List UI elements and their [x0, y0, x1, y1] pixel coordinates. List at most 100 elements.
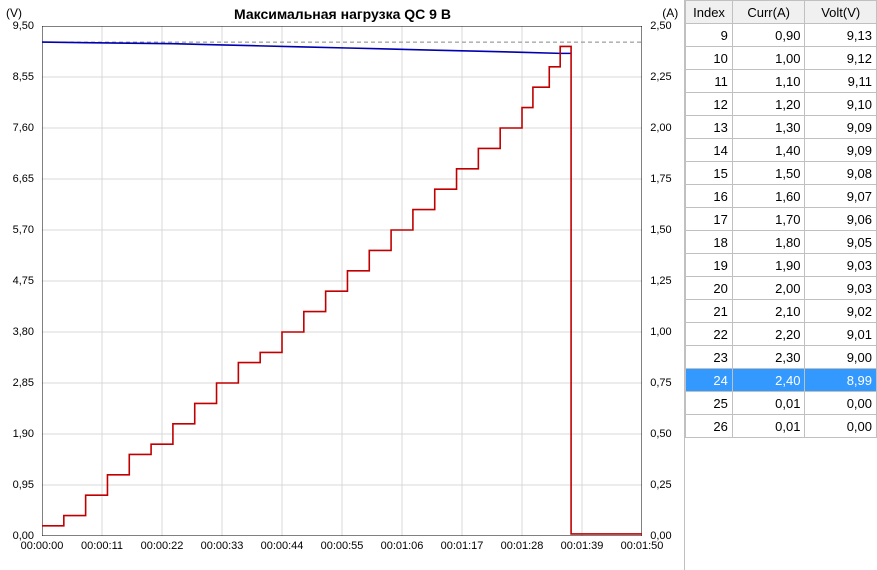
chart-svg [42, 26, 642, 536]
cell-current: 2,30 [732, 346, 805, 369]
cell-index: 15 [686, 162, 733, 185]
table-row[interactable]: 151,509,08 [686, 162, 877, 185]
col-voltage[interactable]: Volt(V) [805, 1, 877, 24]
cell-current: 1,60 [732, 185, 805, 208]
cell-current: 1,00 [732, 47, 805, 70]
plot-region [42, 26, 642, 536]
cell-voltage: 9,12 [805, 47, 877, 70]
x-tick: 00:00:11 [81, 540, 123, 552]
cell-current: 1,70 [732, 208, 805, 231]
cell-voltage: 9,13 [805, 24, 877, 47]
table-row[interactable]: 222,209,01 [686, 323, 877, 346]
cell-voltage: 9,10 [805, 93, 877, 116]
table-row[interactable]: 260,010,00 [686, 415, 877, 438]
x-tick: 00:00:00 [21, 540, 64, 552]
table-row[interactable]: 191,909,03 [686, 254, 877, 277]
y-tick-right: 2,25 [650, 71, 684, 83]
cell-voltage: 9,07 [805, 185, 877, 208]
x-tick: 00:01:28 [501, 540, 544, 552]
cell-voltage: 9,03 [805, 277, 877, 300]
cell-index: 11 [686, 70, 733, 93]
chart-title: Максимальная нагрузка QC 9 B [0, 6, 685, 22]
cell-index: 24 [686, 369, 733, 392]
y-tick-right: 1,25 [650, 275, 684, 287]
table-row[interactable]: 111,109,11 [686, 70, 877, 93]
cell-current: 1,50 [732, 162, 805, 185]
y-tick-right: 1,75 [650, 173, 684, 185]
y-tick-right: 0,50 [650, 428, 684, 440]
y-tick-right: 2,00 [650, 122, 684, 134]
table-header-row: Index Curr(A) Volt(V) [686, 1, 877, 24]
y-axis-label-right: (A) [662, 6, 678, 20]
x-tick: 00:00:55 [321, 540, 364, 552]
table-row[interactable]: 181,809,05 [686, 231, 877, 254]
cell-current: 2,10 [732, 300, 805, 323]
cell-voltage: 9,05 [805, 231, 877, 254]
table-row[interactable]: 101,009,12 [686, 47, 877, 70]
chart-panel: Максимальная нагрузка QC 9 B (V) (A) ZKE… [0, 0, 684, 570]
x-tick: 00:00:22 [141, 540, 184, 552]
cell-voltage: 9,06 [805, 208, 877, 231]
y-tick-left: 7,60 [0, 122, 34, 134]
table-row[interactable]: 242,408,99 [686, 369, 877, 392]
table-row[interactable]: 121,209,10 [686, 93, 877, 116]
y-tick-left: 3,80 [0, 326, 34, 338]
table-row[interactable]: 171,709,06 [686, 208, 877, 231]
y-axis-label-left: (V) [6, 6, 22, 20]
data-table: Index Curr(A) Volt(V) 90,909,13101,009,1… [685, 0, 877, 438]
y-tick-left: 5,70 [0, 224, 34, 236]
table-row[interactable]: 90,909,13 [686, 24, 877, 47]
cell-index: 25 [686, 392, 733, 415]
table-row[interactable]: 141,409,09 [686, 139, 877, 162]
col-index[interactable]: Index [686, 1, 733, 24]
cell-voltage: 8,99 [805, 369, 877, 392]
cell-voltage: 9,08 [805, 162, 877, 185]
x-tick: 00:01:50 [621, 540, 664, 552]
cell-index: 26 [686, 415, 733, 438]
y-ticks-right: 0,000,250,500,751,001,251,501,752,002,25… [646, 26, 684, 536]
table-row[interactable]: 131,309,09 [686, 116, 877, 139]
cell-current: 1,20 [732, 93, 805, 116]
cell-voltage: 9,09 [805, 139, 877, 162]
cell-voltage: 9,02 [805, 300, 877, 323]
cell-current: 1,90 [732, 254, 805, 277]
cell-current: 1,30 [732, 116, 805, 139]
cell-index: 18 [686, 231, 733, 254]
table-row[interactable]: 161,609,07 [686, 185, 877, 208]
cell-index: 19 [686, 254, 733, 277]
y-tick-right: 0,25 [650, 479, 684, 491]
cell-index: 23 [686, 346, 733, 369]
x-tick: 00:00:44 [261, 540, 304, 552]
cell-current: 1,10 [732, 70, 805, 93]
cell-current: 0,01 [732, 415, 805, 438]
y-tick-right: 1,50 [650, 224, 684, 236]
table-row[interactable]: 202,009,03 [686, 277, 877, 300]
cell-voltage: 9,11 [805, 70, 877, 93]
cell-index: 22 [686, 323, 733, 346]
cell-voltage: 0,00 [805, 415, 877, 438]
cell-index: 21 [686, 300, 733, 323]
cell-index: 17 [686, 208, 733, 231]
x-tick: 00:01:39 [561, 540, 604, 552]
cell-voltage: 0,00 [805, 392, 877, 415]
y-tick-right: 1,00 [650, 326, 684, 338]
y-tick-right: 2,50 [650, 20, 684, 32]
cell-index: 14 [686, 139, 733, 162]
table-row[interactable]: 232,309,00 [686, 346, 877, 369]
y-tick-left: 8,55 [0, 71, 34, 83]
cell-index: 9 [686, 24, 733, 47]
cell-current: 0,01 [732, 392, 805, 415]
table-row[interactable]: 250,010,00 [686, 392, 877, 415]
cell-index: 20 [686, 277, 733, 300]
y-tick-left: 0,95 [0, 479, 34, 491]
x-tick: 00:01:17 [441, 540, 484, 552]
y-tick-left: 1,90 [0, 428, 34, 440]
data-table-panel: Index Curr(A) Volt(V) 90,909,13101,009,1… [684, 0, 877, 570]
cell-voltage: 9,09 [805, 116, 877, 139]
x-tick: 00:00:33 [201, 540, 244, 552]
col-current[interactable]: Curr(A) [732, 1, 805, 24]
cell-index: 10 [686, 47, 733, 70]
cell-current: 2,40 [732, 369, 805, 392]
table-row[interactable]: 212,109,02 [686, 300, 877, 323]
cell-current: 2,00 [732, 277, 805, 300]
